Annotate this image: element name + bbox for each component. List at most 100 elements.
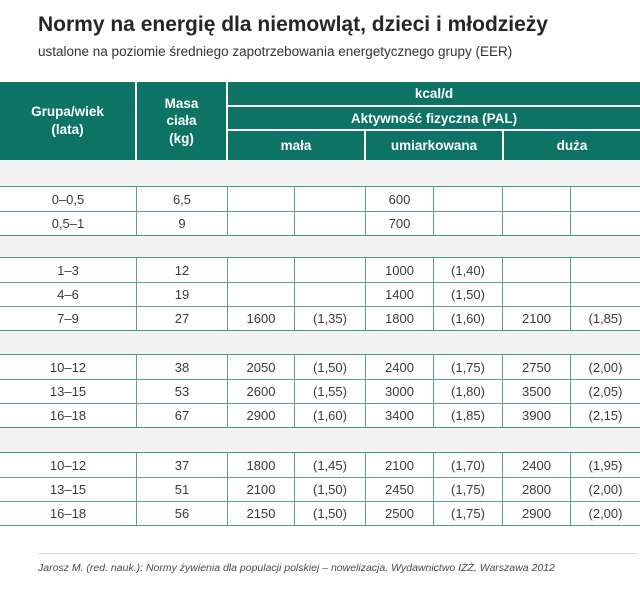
cell-moderate-kcal: 1000 [366,258,434,282]
cell-moderate-pal [434,187,503,211]
header-body-mass-line3: (kg) [169,130,194,146]
section-gap [0,236,640,257]
cell-low-kcal: 2150 [228,502,295,525]
cell-moderate-pal: (1,85) [434,404,503,427]
cell-group-age: 16–18 [0,404,137,427]
cell-moderate-kcal: 1800 [366,307,434,330]
cell-moderate-kcal: 2500 [366,502,434,525]
footer-divider [38,553,638,554]
cell-low-kcal: 2050 [228,355,295,379]
page-title: Normy na energię dla niemowląt, dzieci i… [38,13,548,36]
table-row: 1–3 12 1000 (1,40) [0,258,640,282]
table-header: Grupa/wiek (lata) Masa ciała (kg) kcal/d… [0,82,640,160]
cell-high-kcal [503,187,571,211]
cell-moderate-kcal: 2450 [366,478,434,501]
cell-high-kcal: 2900 [503,502,571,525]
cell-moderate-kcal: 700 [366,212,434,235]
cell-low-pal: (1,45) [295,453,366,477]
table-row: 7–9 27 1600 (1,35) 1800 (1,60) 2100 (1,85) [0,306,640,330]
cell-high-kcal: 3500 [503,380,571,403]
table-row: 0,5–1 9 700 [0,211,640,235]
table-row: 13–15 53 2600 (1,55) 3000 (1,80) 3500 (2,05) [0,379,640,403]
cell-high-pal [571,212,640,235]
cell-body-mass: 37 [137,453,228,477]
cell-high-pal [571,258,640,282]
table-row: 16–18 56 2150 (1,50) 2500 (1,75) 2900 (2,00) [0,501,640,525]
header-kcal-unit: kcal/d [228,82,640,107]
cell-body-mass: 38 [137,355,228,379]
cell-group-age: 10–12 [0,355,137,379]
cell-low-kcal: 2600 [228,380,295,403]
cell-high-pal: (2,00) [588,506,623,521]
title-block: Normy na energię dla niemowląt, dzieci i… [0,0,640,82]
header-body-mass-line1: Masa [164,95,199,111]
table-section-youth-a: 10–12 38 2050 (1,50) 2400 (1,75) 2750 (2,00) 13–… [0,354,640,428]
cell-body-mass: 9 [137,212,228,235]
cell-body-mass: 19 [137,283,228,306]
cell-low-pal: (1,50) [295,502,366,525]
header-activity-moderate: umiarkowana [364,131,502,160]
cell-group-age: 13–15 [0,380,137,403]
table-row: 16–18 67 2900 (1,60) 3400 (1,85) 3900 (2,15) [0,403,640,427]
cell-moderate-kcal: 2400 [366,355,434,379]
section-gap [0,331,640,354]
cell-low-kcal: 1800 [228,453,295,477]
header-activity-row: mała umiarkowana duża [228,131,640,160]
cell-moderate-pal: (1,60) [434,307,503,330]
table-row: 13–15 51 2100 (1,50) 2450 (1,75) 2800 (2,00) [0,477,640,501]
cell-high-pal: (1,85) [588,311,623,326]
header-activity-high: duża [502,131,640,160]
cell-low-pal [295,283,366,306]
header-group-age-line1: Grupa/wiek [31,104,104,120]
cell-low-pal: (1,60) [295,404,366,427]
header-body-mass-line2: ciała [166,113,197,129]
cell-moderate-kcal: 1400 [366,283,434,306]
cell-low-kcal: 2900 [228,404,295,427]
cell-high-kcal: 2100 [503,307,571,330]
footer: Jarosz M. (red. nauk.): Normy żywienia d… [0,526,640,574]
table-row: 10–12 37 1800 (1,45) 2100 (1,70) 2400 (1,95) [0,453,640,477]
cell-body-mass: 67 [137,404,228,427]
cell-moderate-kcal: 3000 [366,380,434,403]
citation: Jarosz M. (red. nauk.): Normy żywienia d… [38,562,555,574]
cell-low-pal [295,187,366,211]
cell-high-pal: (2,00) [588,482,623,497]
cell-group-age: 1–3 [0,258,137,282]
cell-moderate-pal: (1,80) [434,380,503,403]
cell-low-pal: (1,50) [295,355,366,379]
cell-low-kcal [228,187,295,211]
cell-moderate-pal [434,212,503,235]
header-group-age-line2: (lata) [51,122,84,137]
cell-low-pal: (1,55) [295,380,366,403]
cell-group-age: 16–18 [0,502,137,525]
header-activity-low: mała [228,131,364,160]
cell-body-mass: 27 [137,307,228,330]
page-subtitle: ustalone na poziomie średniego zapotrzeb… [38,44,513,60]
cell-low-kcal [228,258,295,282]
cell-moderate-pal: (1,75) [434,355,503,379]
cell-body-mass: 56 [137,502,228,525]
cell-low-kcal [228,212,295,235]
table-row: 10–12 38 2050 (1,50) 2400 (1,75) 2750 (2,00) [0,355,640,379]
cell-high-kcal: 2800 [503,478,571,501]
cell-high-pal: (1,95) [588,457,623,473]
cell-body-mass: 53 [137,380,228,403]
cell-high-pal: (2,00) [588,359,623,375]
table-row: 0–0,5 6,5 600 [0,187,640,211]
cell-moderate-pal: (1,50) [434,283,503,306]
cell-body-mass: 12 [137,258,228,282]
cell-high-pal [571,187,640,211]
cell-high-pal [571,283,640,306]
cell-low-pal: (1,50) [295,478,366,501]
cell-low-kcal [228,283,295,306]
header-pal-label: Aktywność fizyczna (PAL) [228,107,640,131]
cell-high-kcal: 2400 [503,453,571,477]
section-gap [0,160,640,186]
cell-moderate-pal: (1,40) [434,258,503,282]
cell-moderate-kcal: 2100 [366,453,434,477]
cell-high-kcal: 3900 [503,404,571,427]
cell-group-age: 13–15 [0,478,137,501]
cell-low-kcal: 1600 [228,307,295,330]
cell-high-pal: (2,05) [588,384,623,399]
